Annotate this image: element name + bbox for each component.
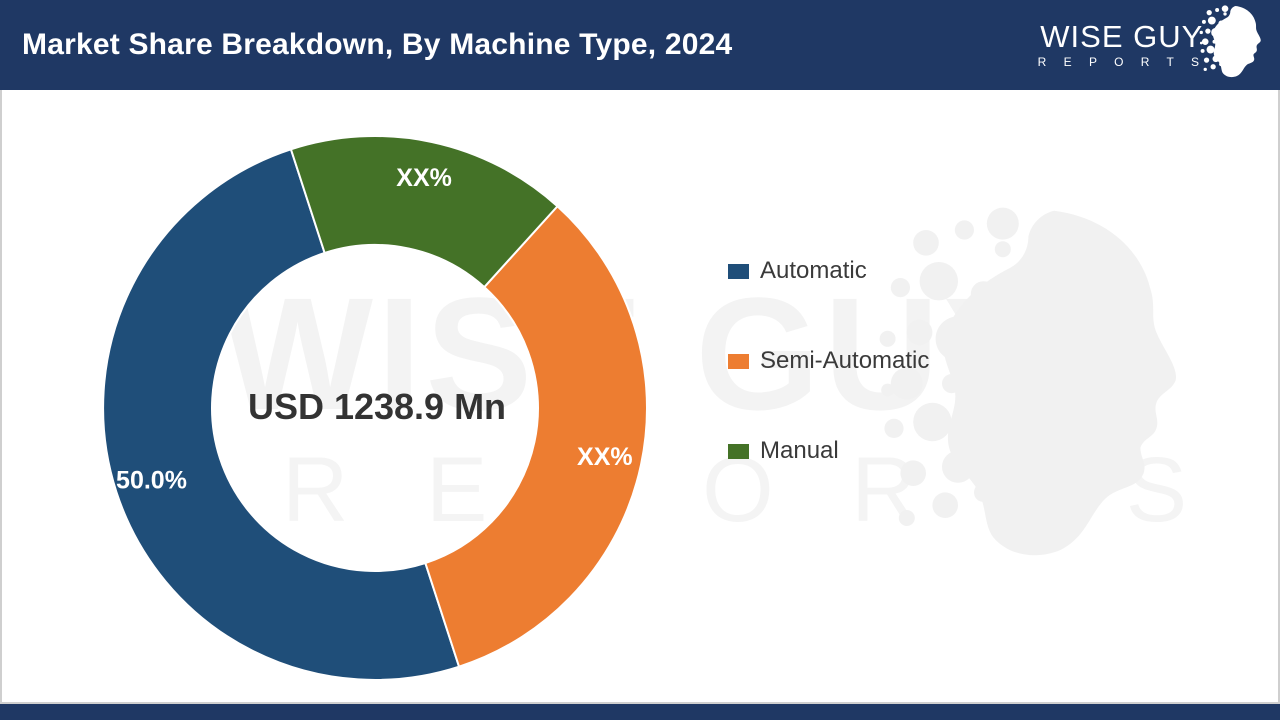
pie-slice-manual	[289, 135, 559, 289]
legend-item-manual: Manual	[728, 436, 929, 466]
footer-bar	[0, 702, 1280, 720]
page-title: Market Share Breakdown, By Machine Type,…	[22, 28, 733, 61]
logo-wiseguy-label: WISE GUY	[1040, 18, 1204, 54]
legend-item-automatic: Automatic	[728, 256, 929, 286]
legend-swatch-manual	[728, 443, 749, 459]
legend-swatch-semi-automatic	[728, 353, 749, 369]
wiseguy-head-icon	[1199, 5, 1261, 78]
wiseguy-logo: WISE GUY R E P O R T S	[1037, 5, 1262, 83]
watermark-head-icon	[879, 207, 1177, 556]
slice-label-semi-automatic: XX%	[577, 443, 633, 471]
legend-label-automatic: Automatic	[760, 257, 867, 284]
legend-swatch-automatic	[728, 263, 749, 279]
legend-label-manual: Manual	[760, 437, 839, 464]
pie-slice-automatic	[102, 148, 461, 681]
slice-label-manual: XX%	[396, 164, 452, 192]
legend-item-semi-automatic: Semi-Automatic	[728, 346, 929, 376]
header-bar: Market Share Breakdown, By Machine Type,…	[0, 0, 1280, 90]
pie-slice-semi-automatic	[424, 205, 648, 668]
slice-label-automatic: 50.0%	[116, 467, 187, 495]
logo-reports-label: R E P O R T S	[1037, 55, 1206, 70]
legend-label-semi-automatic: Semi-Automatic	[760, 347, 930, 374]
chart-legend: Automatic Semi-Automatic Manual	[728, 256, 929, 466]
chart-center-value: USD 1238.9 Mn	[247, 386, 507, 427]
wiseguy-logo-text: WISE GUY R E P O R T S	[1037, 18, 1206, 70]
